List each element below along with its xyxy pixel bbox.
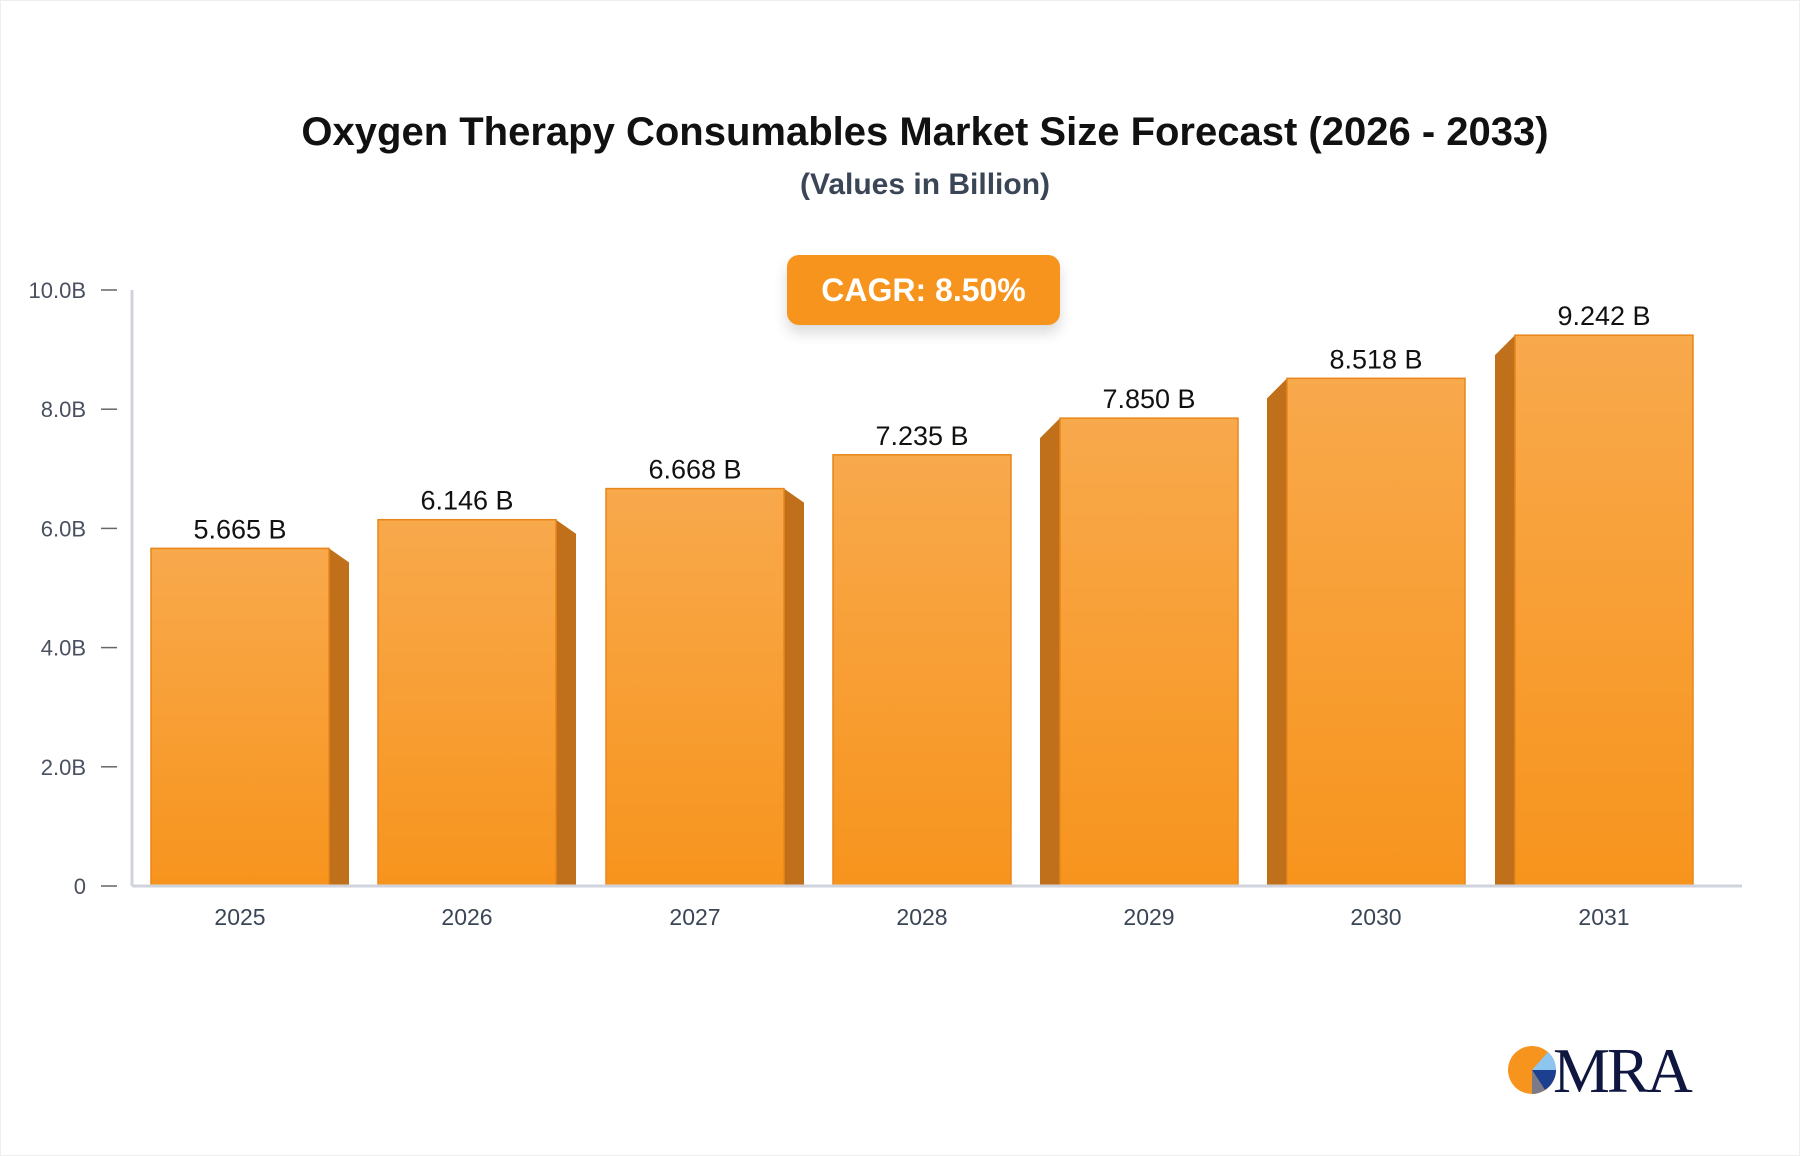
bar-side [556,519,576,886]
bar-side [329,548,349,886]
bar-side [1495,335,1515,887]
bar [1514,334,1694,887]
bar [605,487,785,887]
y-tick-label: 6.0B [41,516,86,541]
x-tick-label: 2025 [214,904,265,930]
data-label: 7.235 B [875,421,968,451]
bar [377,518,557,887]
bar-side [1267,378,1287,886]
x-tick-label: 2031 [1578,904,1629,930]
mra-logo: MRA [1505,1035,1695,1106]
data-label: 6.146 B [420,486,513,516]
x-tick-label: 2029 [1123,904,1174,930]
data-label: 8.518 B [1329,344,1422,374]
bar [1059,417,1239,887]
y-tick-label: 10.0B [29,278,87,303]
bar [832,454,1012,887]
pie-logo-icon [1508,1046,1557,1094]
cagr-badge: CAGR: 8.50% [787,255,1060,325]
y-tick-label: 4.0B [41,636,86,661]
logo-text: MRA [1553,1035,1693,1106]
bar-side [784,488,804,886]
bar [150,547,330,887]
data-label: 7.850 B [1102,384,1195,414]
bar-side [1040,418,1060,886]
bar [1286,377,1466,887]
x-tick-label: 2027 [669,904,720,930]
y-tick-label: 8.0B [41,397,86,422]
chart-title: Oxygen Therapy Consumables Market Size F… [301,110,1549,154]
data-label: 6.668 B [648,455,741,485]
chart-subtitle: (Values in Billion) [799,168,1051,201]
data-label: 5.665 B [193,514,286,544]
x-tick-label: 2026 [441,904,492,930]
data-label: 9.242 B [1557,301,1650,331]
y-tick-label: 2.0B [41,755,86,780]
x-tick-label: 2030 [1350,904,1401,930]
x-tick-label: 2028 [896,904,947,930]
y-tick-label: 0 [74,874,86,899]
